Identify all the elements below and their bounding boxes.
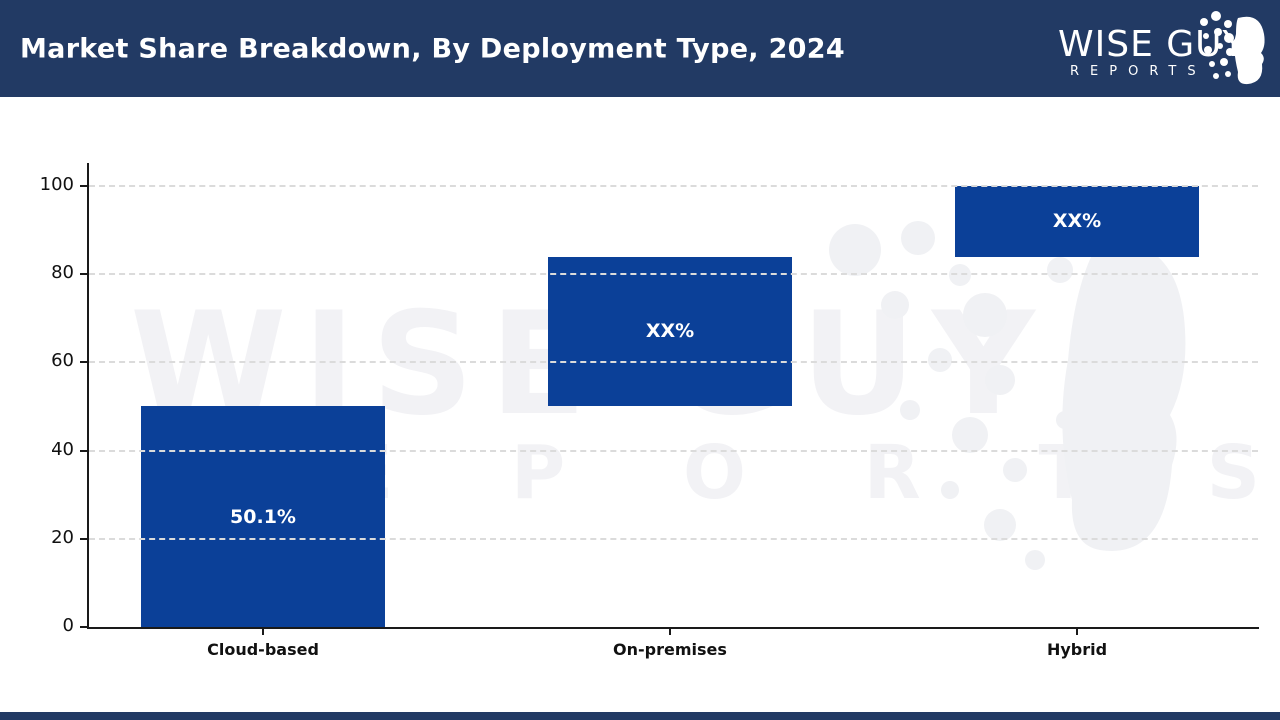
y-tick-mark: [80, 185, 87, 187]
bar-on-premises: XX%: [548, 256, 792, 407]
bar-value-label: 50.1%: [230, 505, 296, 528]
x-tick-mark: [1076, 629, 1078, 635]
logo-face-icon: [1200, 11, 1265, 85]
y-tick-label: 80: [51, 262, 74, 284]
y-tick-label: 100: [39, 174, 74, 195]
x-axis-line: [87, 627, 1259, 629]
logo-wordmark: WISE GUY: [1058, 24, 1246, 65]
footer-accent-bar: [0, 712, 1280, 720]
x-tick-mark: [669, 629, 671, 635]
bar-value-label: XX%: [645, 320, 695, 343]
y-tick-label: 40: [51, 438, 74, 460]
y-tick-mark: [80, 449, 87, 452]
y-tick-mark: [80, 537, 87, 540]
y-tick-mark: [80, 626, 87, 628]
gridline-20: [89, 537, 1258, 540]
y-tick-mark: [80, 361, 87, 364]
y-axis-line: [87, 163, 89, 629]
x-category-label: Hybrid: [1046, 640, 1108, 659]
chart-title: Market Share Breakdown, By Deployment Ty…: [20, 33, 845, 64]
wise-guy-reports-logo: WISE GUY REPORTS: [1018, 6, 1268, 91]
gridline-60: [89, 361, 1258, 364]
gridline-100: [89, 185, 1258, 187]
y-tick-label: 0: [62, 615, 74, 636]
gridline-40: [89, 449, 1258, 452]
header-banner: Market Share Breakdown, By Deployment Ty…: [0, 0, 1280, 97]
x-tick-mark: [262, 629, 264, 635]
bar-value-label: XX%: [1052, 210, 1102, 233]
y-tick-label: 60: [51, 350, 74, 372]
y-tick-label: 20: [51, 526, 74, 548]
gridline-80: [89, 273, 1258, 276]
x-category-label: Cloud-based: [207, 640, 319, 659]
y-tick-mark: [80, 273, 87, 276]
watermark-face-dots: [829, 221, 1186, 570]
bar-cloud-based: 50.1%: [141, 406, 385, 627]
x-category-label: On-premises: [613, 640, 727, 659]
logo-subtext: REPORTS: [1070, 64, 1207, 79]
bar-hybrid: XX%: [955, 186, 1199, 257]
